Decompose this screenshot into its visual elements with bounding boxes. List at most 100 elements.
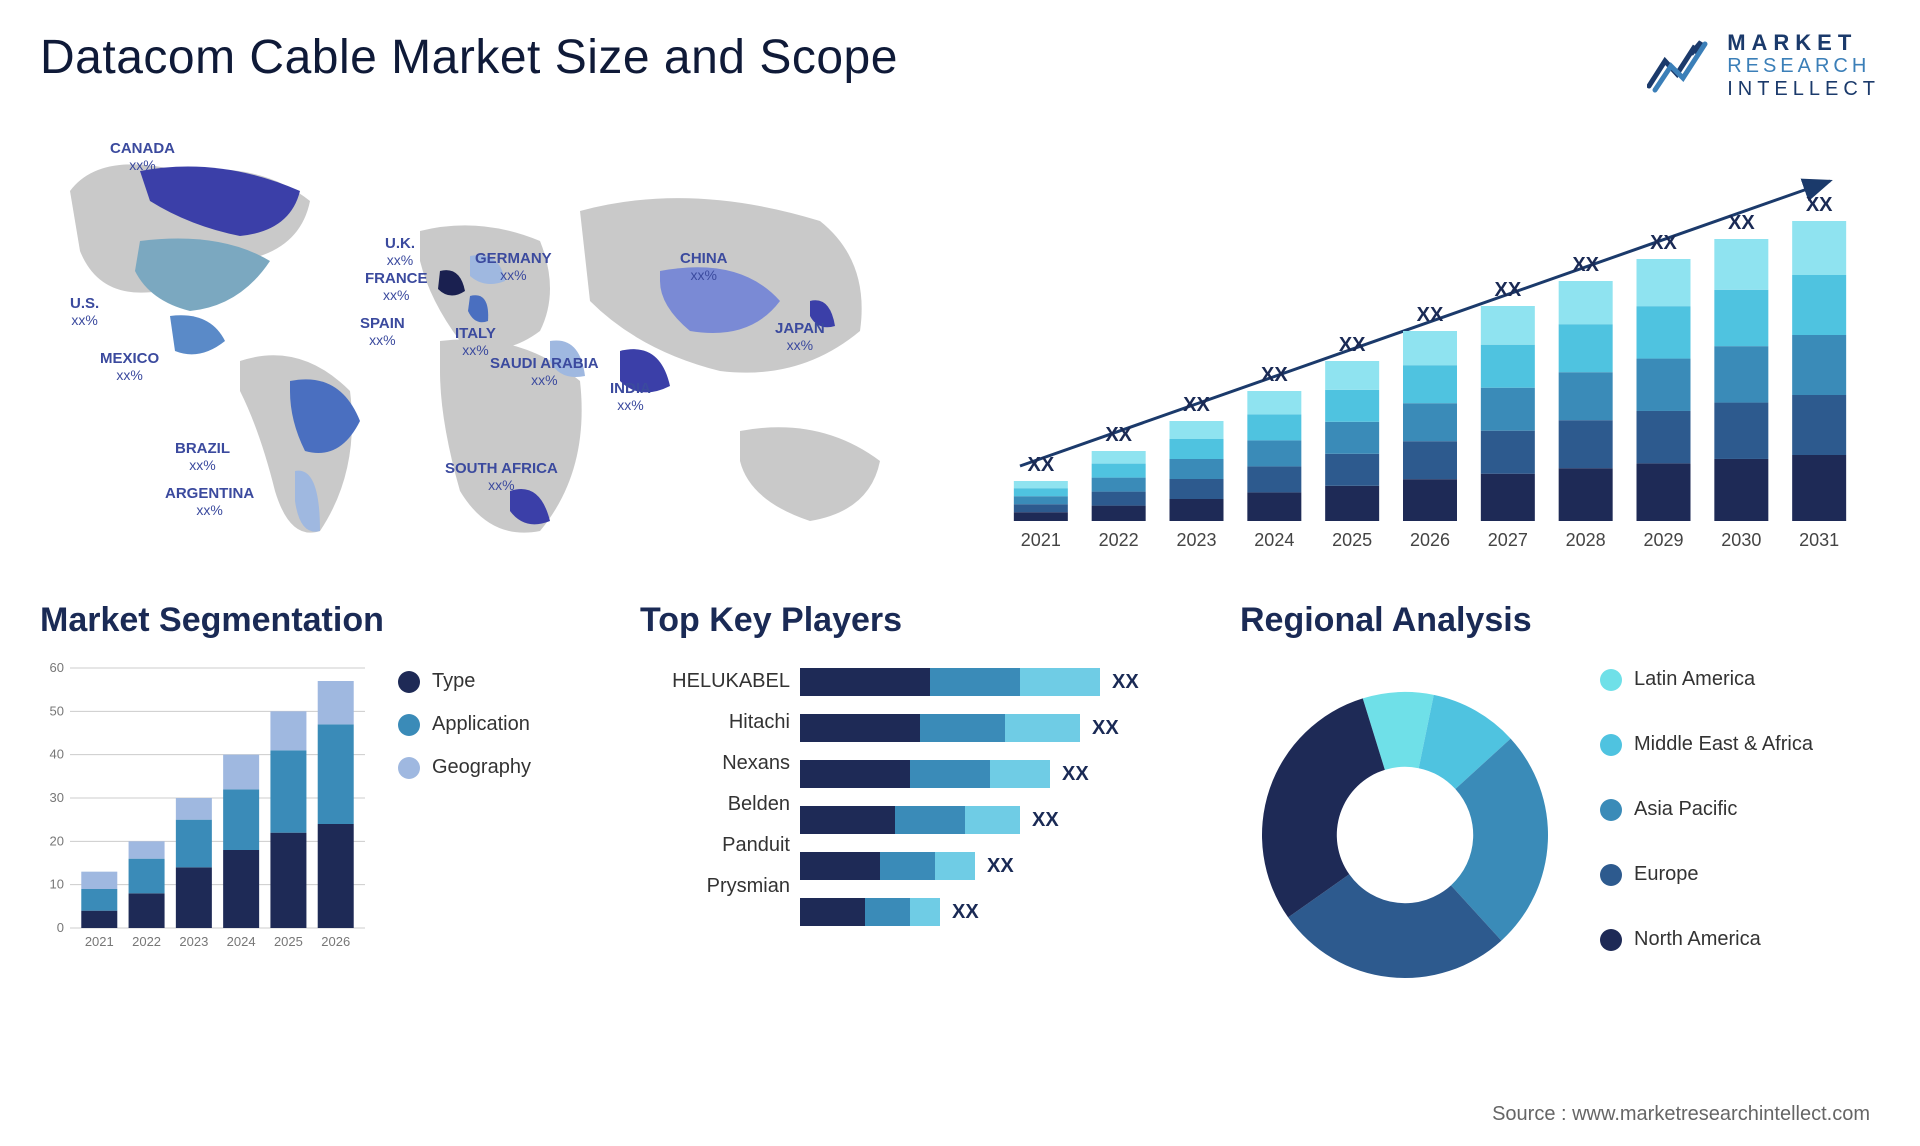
segmentation-title: Market Segmentation [40,601,600,640]
player-bar-segment [880,852,935,880]
map-label-u-k-: U.K.xx% [385,236,415,269]
growth-bar-segment [1014,496,1068,504]
growth-value-label: XX [1728,212,1755,234]
player-value-label: XX [1062,763,1089,786]
regional-legend-item: Middle East & Africa [1600,733,1880,756]
regional-legend-item: North America [1600,928,1880,951]
player-bar-row: XX [800,898,1200,926]
growth-chart: XX2021XX2022XX2023XX2024XX2025XX2026XX20… [980,141,1880,561]
growth-bar-segment [1559,372,1613,420]
growth-bar-segment [1637,359,1691,411]
player-bar-segment [935,852,975,880]
growth-year-label: 2026 [1410,530,1450,550]
player-name: Prysmian [707,875,790,898]
growth-bar-segment [1637,259,1691,306]
seg-bar-segment [270,751,306,833]
growth-bar-segment [1092,451,1146,464]
growth-value-label: XX [1105,424,1132,446]
player-bar-row: XX [800,760,1200,788]
growth-value-label: XX [1183,394,1210,416]
player-name: Panduit [722,834,790,857]
growth-bar-segment [1403,479,1457,521]
brand-logo: MARKET RESEARCH INTELLECT [1647,30,1880,101]
logo-line-2: RESEARCH [1727,55,1880,78]
svg-text:2026: 2026 [321,934,350,949]
growth-bar-segment [1403,403,1457,441]
page-title: Datacom Cable Market Size and Scope [40,30,898,85]
donut-slice [1262,698,1385,917]
growth-bar-segment [1481,388,1535,431]
growth-bar-segment [1170,459,1224,479]
growth-value-label: XX [1417,304,1444,326]
regional-legend: Latin America Middle East & Africa Asia Pa… [1600,668,1880,971]
growth-year-label: 2021 [1021,530,1061,550]
growth-bar-segment [1247,493,1301,522]
map-label-spain: SPAINxx% [360,316,405,349]
map-label-china: CHINAxx% [680,251,728,284]
player-bar-segment [930,668,1020,696]
growth-bar-segment [1637,411,1691,463]
svg-text:60: 60 [50,660,64,675]
growth-bar-segment [1559,420,1613,468]
legend-dot-icon [1600,669,1622,691]
growth-value-label: XX [1027,454,1054,476]
player-value-label: XX [952,901,979,924]
regional-legend-item: Europe [1600,863,1880,886]
legend-label: Middle East & Africa [1634,733,1813,756]
logo-line-1: MARKET [1727,30,1880,55]
growth-year-label: 2030 [1721,530,1761,550]
seg-bar-segment [270,712,306,751]
player-value-label: XX [1112,671,1139,694]
growth-bar-segment [1637,306,1691,358]
svg-text:0: 0 [57,920,64,935]
svg-text:20: 20 [50,834,64,849]
player-bar-segment [990,760,1050,788]
players-title: Top Key Players [640,601,1200,640]
player-bar-segment [800,806,895,834]
logo-line-3: INTELLECT [1727,78,1880,101]
svg-text:2021: 2021 [85,934,114,949]
players-chart: XXXXXXXXXXXX [800,668,1200,981]
seg-bar-segment [129,842,165,859]
legend-dot-icon [1600,929,1622,951]
growth-bar-segment [1170,499,1224,521]
segmentation-legend: TypeApplicationGeography [398,658,600,981]
growth-bar-segment [1014,504,1068,512]
seg-bar-segment [223,755,259,790]
source-attribution: Source : www.marketresearchintellect.com [1492,1103,1870,1126]
seg-bar-segment [176,868,212,929]
player-value-label: XX [1092,717,1119,740]
legend-label: Asia Pacific [1634,798,1737,821]
player-bar-segment [800,760,910,788]
world-map-panel: CANADAxx%U.S.xx%MEXICOxx%BRAZILxx%ARGENT… [40,131,940,561]
seg-bar-segment [318,681,354,724]
player-name: HELUKABEL [672,670,790,693]
player-bar-segment [1020,668,1100,696]
growth-bar-segment [1247,415,1301,441]
growth-year-label: 2024 [1254,530,1294,550]
legend-label: Type [432,670,475,693]
player-bar-row: XX [800,714,1200,742]
growth-year-label: 2031 [1799,530,1839,550]
player-value-label: XX [1032,809,1059,832]
map-label-south-africa: SOUTH AFRICAxx% [445,461,558,494]
seg-bar-segment [129,894,165,929]
legend-label: Application [432,713,530,736]
regional-legend-item: Latin America [1600,668,1880,691]
growth-bar-segment [1481,474,1535,521]
seg-bar-segment [223,850,259,928]
seg-bar-segment [270,833,306,928]
growth-bar-segment [1325,390,1379,422]
growth-year-label: 2028 [1566,530,1606,550]
map-label-brazil: BRAZILxx% [175,441,230,474]
growth-bar-segment [1481,345,1535,388]
map-label-india: INDIAxx% [610,381,651,414]
growth-bar-segment [1403,441,1457,479]
growth-bar-segment [1092,492,1146,506]
growth-bar-segment [1481,431,1535,474]
segmentation-panel: Market Segmentation 01020304050602021202… [40,601,600,981]
legend-dot-icon [398,671,420,693]
map-label-japan: JAPANxx% [775,321,825,354]
player-bar-segment [800,898,865,926]
map-label-france: FRANCExx% [365,271,428,304]
